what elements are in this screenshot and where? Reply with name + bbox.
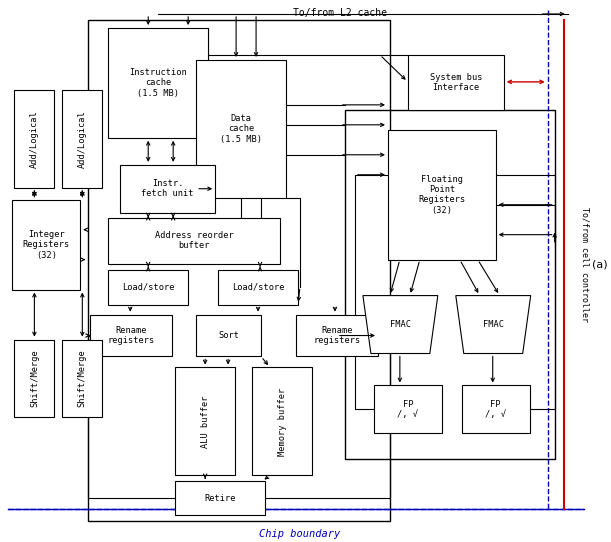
Text: Rename
registers: Rename registers <box>108 326 155 345</box>
Bar <box>90 314 172 357</box>
Bar <box>120 165 215 212</box>
Text: ALU buffer: ALU buffer <box>200 395 210 448</box>
Text: Add/Logical: Add/Logical <box>78 110 87 167</box>
Polygon shape <box>363 295 438 353</box>
Text: Floating
Point
Registers
(32): Floating Point Registers (32) <box>418 175 466 215</box>
Text: FP
/, √: FP /, √ <box>485 400 507 419</box>
Polygon shape <box>456 295 531 353</box>
Text: (a): (a) <box>592 260 607 269</box>
Text: System bus
Interface: System bus Interface <box>430 73 482 92</box>
Bar <box>15 339 54 417</box>
Bar <box>108 28 208 138</box>
Text: Memory buffer: Memory buffer <box>277 388 287 455</box>
Bar <box>374 385 442 434</box>
Text: Address reorder
bufter: Address reorder bufter <box>155 231 233 250</box>
Text: Shift/Merge: Shift/Merge <box>78 350 87 408</box>
Text: Sort: Sort <box>218 331 239 340</box>
Text: Chip boundary: Chip boundary <box>260 529 341 539</box>
Bar <box>252 367 312 475</box>
Text: FMAC: FMAC <box>390 320 411 329</box>
Text: To/from L2 cache: To/from L2 cache <box>293 8 387 18</box>
Bar <box>12 199 80 289</box>
Bar <box>108 269 188 305</box>
Text: To/from cell controller: To/from cell controller <box>580 207 589 322</box>
Bar <box>388 130 496 260</box>
Text: Instr.
fetch unit: Instr. fetch unit <box>141 179 194 198</box>
Bar <box>62 90 102 188</box>
Bar <box>345 110 555 460</box>
Bar <box>175 367 235 475</box>
Text: Retire: Retire <box>204 494 236 503</box>
Text: Load/store: Load/store <box>232 282 284 292</box>
Bar <box>462 385 530 434</box>
Text: Add/Logical: Add/Logical <box>30 110 39 167</box>
Bar <box>218 269 298 305</box>
Bar <box>62 339 102 417</box>
Bar <box>89 20 390 521</box>
Text: Data
cache
(1.5 MB): Data cache (1.5 MB) <box>220 114 262 144</box>
Text: FMAC: FMAC <box>483 320 503 329</box>
Text: Instruction
cache
(1.5 MB): Instruction cache (1.5 MB) <box>130 68 187 98</box>
Text: FP
/, √: FP /, √ <box>397 400 419 419</box>
Bar <box>296 314 378 357</box>
Text: Integer
Registers
(32): Integer Registers (32) <box>23 230 70 260</box>
Bar <box>196 60 286 198</box>
Text: Load/store: Load/store <box>122 282 175 292</box>
Bar <box>15 90 54 188</box>
Bar <box>408 55 503 110</box>
Bar <box>175 481 265 515</box>
Text: Rename
registers: Rename registers <box>313 326 360 345</box>
Text: Shift/Merge: Shift/Merge <box>30 350 39 408</box>
Bar <box>196 314 261 357</box>
Bar <box>108 218 280 263</box>
